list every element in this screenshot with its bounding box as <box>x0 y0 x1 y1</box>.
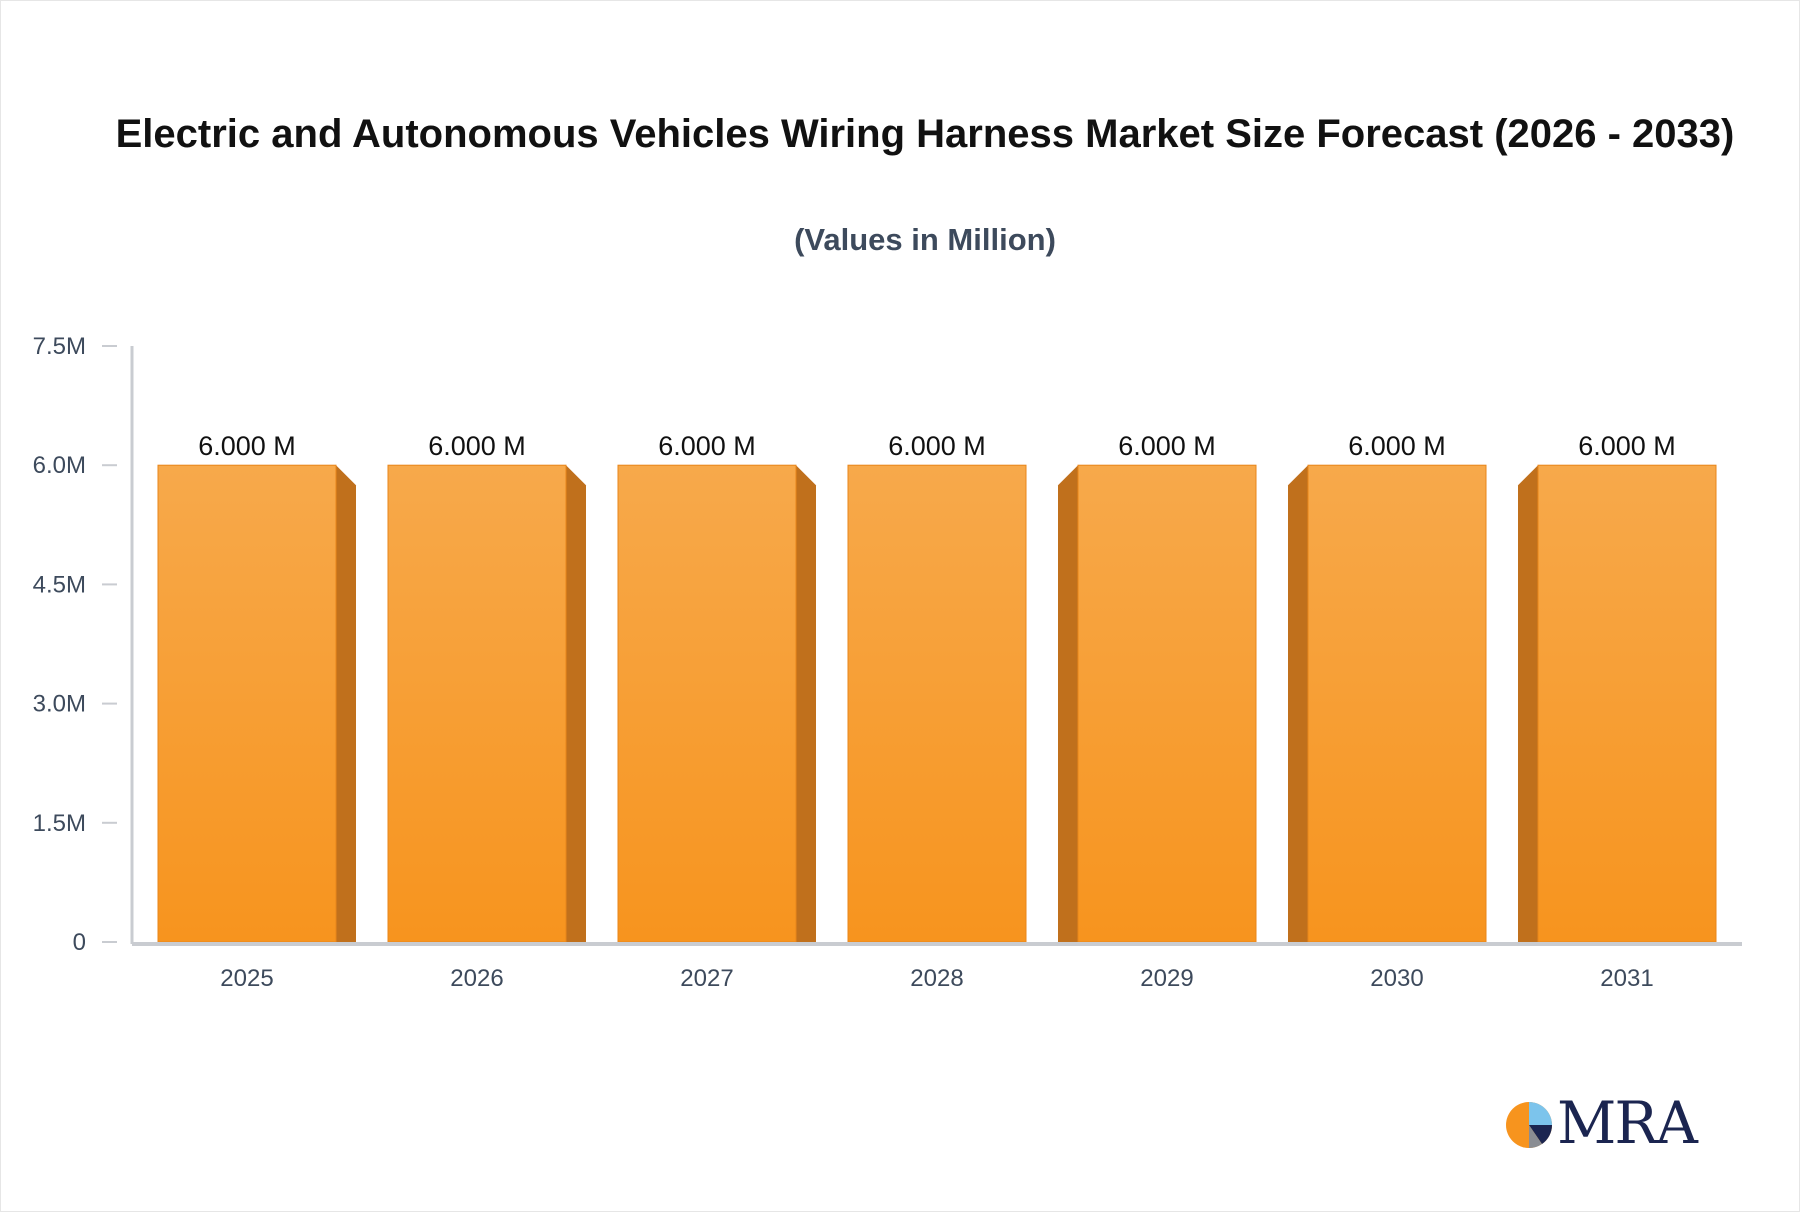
bar-value-label: 6.000 M <box>428 431 526 461</box>
bar <box>387 464 567 943</box>
bar-side <box>1288 465 1308 942</box>
bar-group: 6.000 M <box>617 431 816 943</box>
bar <box>1077 464 1257 943</box>
bar <box>617 464 797 943</box>
bar <box>847 464 1027 943</box>
bar-side <box>1518 465 1538 942</box>
bar-value-label: 6.000 M <box>1118 431 1216 461</box>
y-tick-label: 3.0M <box>33 691 86 718</box>
bar-side <box>566 465 586 942</box>
x-tick-label: 2026 <box>450 965 503 992</box>
x-tick-label: 2031 <box>1600 965 1653 992</box>
bar-side <box>336 465 356 942</box>
mra-logo: MRA <box>1505 1091 1698 1155</box>
bar-group: 6.000 M <box>1288 431 1487 943</box>
bars: 6.000 M 6.000 M 6.000 M 6.000 M 6.000 M 6.000… <box>157 431 1717 943</box>
y-tick-label: 0 <box>73 929 86 956</box>
bar <box>157 464 337 943</box>
bar-value-label: 6.000 M <box>658 431 756 461</box>
x-tick-label: 2025 <box>220 965 273 992</box>
logo-pie-icon <box>1506 1102 1552 1148</box>
bar-group: 6.000 M <box>847 431 1027 943</box>
bar-group: 6.000 M <box>157 431 356 943</box>
bar-group: 6.000 M <box>387 431 586 943</box>
x-tick-label: 2028 <box>910 965 963 992</box>
x-tick-label: 2029 <box>1140 965 1193 992</box>
y-tick-label: 6.0M <box>33 452 86 479</box>
y-tick-label: 4.5M <box>33 571 86 598</box>
y-tick-label: 7.5M <box>33 333 86 360</box>
bar-value-label: 6.000 M <box>198 431 296 461</box>
bar-value-label: 6.000 M <box>1348 431 1446 461</box>
chart-subtitle: (Values in Million) <box>794 222 1056 257</box>
y-tick-label: 1.5M <box>33 810 86 837</box>
y-axis: 0 1.5M 3.0M 4.5M 6.0M 7.5M <box>33 333 134 956</box>
bar-group: 6.000 M <box>1058 431 1257 943</box>
bar-value-label: 6.000 M <box>1578 431 1676 461</box>
bar-side <box>796 465 816 942</box>
x-tick-label: 2027 <box>680 965 733 992</box>
logo-text: MRA <box>1557 1089 1698 1157</box>
bar-value-label: 6.000 M <box>888 431 986 461</box>
x-axis: 2025 2026 2027 2028 2029 2030 2031 <box>132 942 1742 992</box>
bar-group: 6.000 M <box>1518 431 1717 943</box>
bar <box>1307 464 1487 943</box>
bar <box>1537 464 1717 943</box>
bar-side <box>1058 465 1078 942</box>
x-tick-label: 2030 <box>1370 965 1423 992</box>
chart-title: Electric and Autonomous Vehicles Wiring … <box>115 112 1735 156</box>
